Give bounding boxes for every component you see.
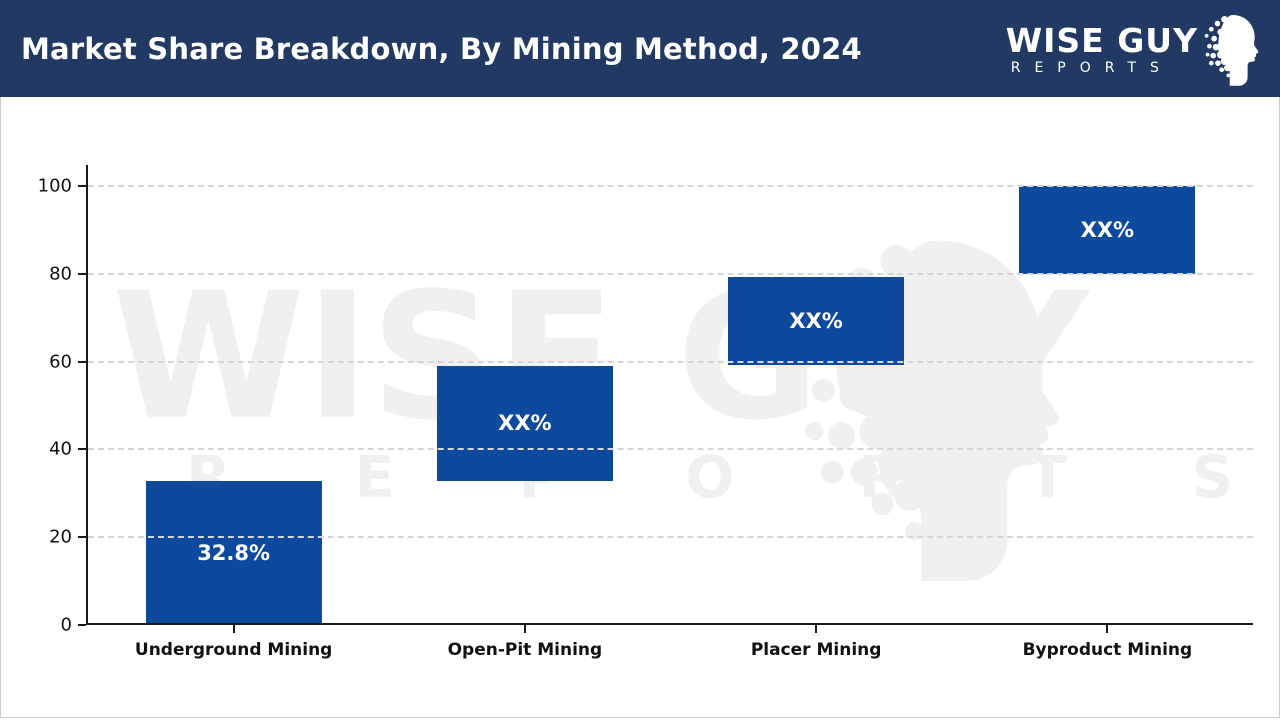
y-axis-tick [78,360,86,363]
bar-value-label: 32.8% [197,541,271,565]
logo-text: WISE GUY REPORTS [1006,24,1198,75]
chart-title: Market Share Breakdown, By Mining Method… [21,31,862,66]
logo-wordmark: WISE GUY [1005,20,1198,60]
wise-guy-logo: WISE GUY REPORTS [1006,4,1266,94]
bar-value-label: XX% [789,308,843,333]
bar-value-label: XX% [498,411,552,436]
bar-3 [728,276,905,366]
x-category-label: Underground Mining [134,640,333,660]
gridline-20 [88,536,1253,539]
y-axis-tick [78,624,86,626]
gridline-80 [88,272,1253,275]
dotted-head-logo-icon [1204,15,1259,86]
x-axis-tick [815,625,818,633]
gridline-60 [88,360,1253,363]
x-axis-line [86,623,1253,625]
bar-value-label: XX% [1080,218,1135,243]
y-axis-tick [78,448,86,451]
x-category-label: Byproduct Mining [1022,640,1193,660]
y-axis-tick-label: 60 [49,351,72,373]
header-banner: Market Share Breakdown, By Mining Method… [0,0,1280,97]
logo-subtext: REPORTS [1010,59,1173,76]
y-axis-tick [78,536,86,539]
x-axis-tick [523,625,526,633]
bar-2 [436,365,613,481]
x-axis-tick [1106,625,1109,633]
y-axis-tick-label: 80 [49,263,72,285]
y-axis-tick-label: 0 [60,614,72,636]
y-axis-tick-label: 40 [49,438,72,460]
y-axis-tick [78,185,86,187]
x-category-label: Open-Pit Mining [447,640,603,660]
y-axis-tick [78,272,86,275]
gridline-40 [88,448,1253,451]
x-category-label: Placer Mining [750,640,882,660]
bar-4 [1019,186,1196,275]
bar-1 [145,481,322,625]
y-axis-tick-label: 100 [37,175,72,197]
y-axis-line [86,165,88,625]
x-axis-tick [232,625,235,633]
watermark-subtext: R E P O R T S [186,443,1280,511]
gridline-100 [88,185,1253,187]
y-axis-tick-label: 20 [49,526,72,548]
